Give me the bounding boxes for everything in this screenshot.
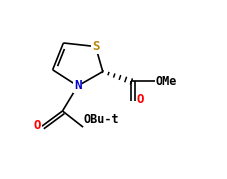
Text: S: S — [92, 40, 99, 53]
Text: N: N — [74, 79, 81, 92]
Text: OMe: OMe — [155, 75, 177, 88]
Text: O: O — [137, 93, 144, 106]
Text: OBu-t: OBu-t — [84, 113, 120, 126]
Text: O: O — [34, 119, 41, 132]
